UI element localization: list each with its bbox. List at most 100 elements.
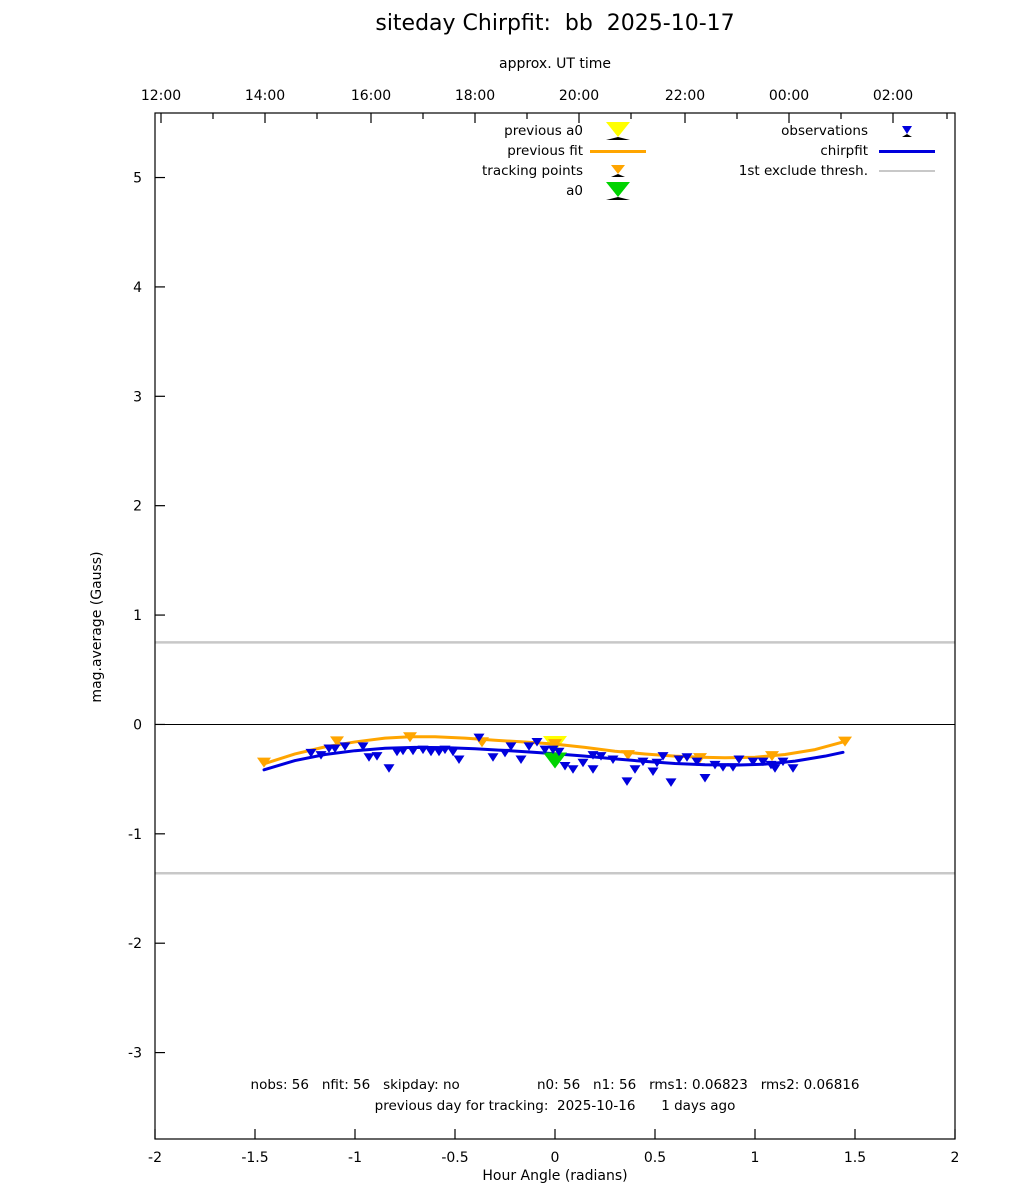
marker-observations [709,760,721,770]
marker-tracking-points [403,732,417,743]
marker-observations [515,755,527,764]
marker-observations [647,767,659,776]
marker-a0 [543,752,567,769]
marker-observations [607,755,619,764]
marker-observations [539,745,551,755]
fit-stats-line: nobs: 56 nfit: 56 skipday: no n0: 56 n1:… [250,1077,860,1093]
x-tick-label: -0.5 [441,1150,468,1166]
marker-observations [665,778,677,787]
marker-observations [371,752,383,761]
y-tick-label: 1 [133,608,142,624]
top-axis-label: approx. UT time [499,56,611,72]
marker-observations [425,747,437,757]
x-tick-label: 0.5 [644,1150,666,1166]
marker-tracking-points [257,757,271,768]
marker-observations [487,753,499,762]
top-tick-label: 00:00 [769,88,809,104]
marker-observations [577,758,589,768]
marker-tracking-points [765,751,779,762]
marker-observations [629,765,641,774]
marker-observations [531,737,543,747]
marker-observations [447,747,459,757]
marker-observations [363,753,375,762]
marker-observations [523,742,535,751]
x-tick-label: -1 [348,1150,362,1166]
marker-observations [499,748,511,758]
marker-observations [777,757,789,767]
previous-a0-triangle-icon [583,122,653,140]
marker-observations [657,752,669,761]
marker-observations [315,751,327,760]
legend-item-tracking-points: tracking points [413,161,653,181]
legend-left-column: previous a0 previous fit tracking points… [413,121,653,201]
marker-observations [727,763,739,772]
legend-label: 1st exclude thresh. [738,163,868,179]
plot-border [154,112,956,1140]
x-tick-label: -2 [148,1150,162,1166]
exclude-thresh-line-icon [868,170,946,172]
legend-item-exclude-thresh: 1st exclude thresh. [688,161,946,181]
y-tick-label: -2 [128,936,142,952]
marker-observations [699,774,711,783]
marker-observations [681,753,693,762]
legend-label: a0 [566,183,583,199]
marker-observations [433,747,445,757]
top-tick-label: 14:00 [245,88,285,104]
marker-observations [453,755,465,764]
tracking-points-triangle-icon [583,165,653,177]
marker-observations [439,745,451,755]
chart-title: siteday Chirpfit: bb 2025-10-17 [375,11,735,36]
legend-label: observations [781,123,868,139]
marker-observations [383,764,395,773]
marker-observations [547,745,559,755]
y-tick-label: 0 [133,717,142,733]
marker-observations [553,747,565,757]
marker-observations [769,764,781,773]
legend-item-chirpfit: chirpfit [688,141,946,161]
legend-item-observations: observations [688,121,946,141]
top-tick-label: 18:00 [455,88,495,104]
x-axis-label: Hour Angle (radians) [482,1168,628,1184]
marker-observations [717,763,729,772]
legend-item-a0: a0 [413,181,653,201]
marker-observations [787,764,799,773]
marker-observations [595,752,607,761]
marker-observations [339,742,351,751]
marker-observations [473,733,485,743]
legend-label: previous fit [507,143,583,159]
top-tick-label: 12:00 [141,88,181,104]
legend-label: tracking points [482,163,583,179]
chirpfit-line-icon [868,149,946,153]
marker-observations [587,751,599,760]
top-tick-label: 22:00 [665,88,705,104]
marker-observations [691,757,703,767]
marker-observations [357,742,369,751]
x-tick-label: -1.5 [241,1150,268,1166]
x-tick-label: 1 [751,1150,760,1166]
legend-label: chirpfit [820,143,868,159]
y-tick-label: 5 [133,171,142,187]
marker-observations [637,757,649,767]
marker-observations [567,765,579,774]
top-tick-label: 20:00 [559,88,599,104]
observations-triangle-icon [868,125,946,137]
marker-observations [673,755,685,764]
marker-observations [417,745,429,755]
top-tick-label: 16:00 [351,88,391,104]
marker-tracking-points [621,750,635,761]
marker-tracking-points [838,736,852,747]
marker-observations [587,765,599,774]
y-tick-label: -3 [128,1046,142,1062]
x-tick-label: 0 [551,1150,560,1166]
legend-label: previous a0 [504,123,583,139]
legend-item-previous-fit: previous fit [413,141,653,161]
legend-item-previous-a0: previous a0 [413,121,653,141]
marker-observations [747,757,759,767]
y-tick-label: -1 [128,827,142,843]
marker-observations [505,742,517,751]
marker-observations [733,755,745,764]
x-tick-label: 2 [951,1150,960,1166]
marker-observations [559,762,571,771]
